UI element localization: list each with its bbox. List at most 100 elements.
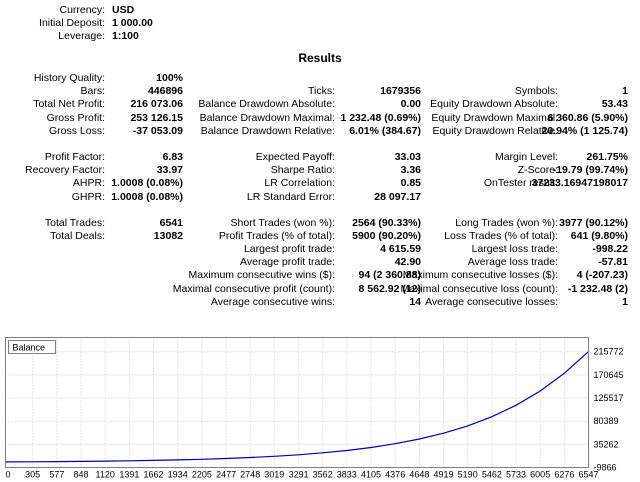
svg-text:6547: 6547	[578, 470, 598, 480]
svg-text:5733: 5733	[506, 470, 526, 480]
stats-table: History Quality: 100% Bars: 446896 Ticks: 167…	[0, 72, 628, 309]
stat-label: Maximal consecutive profit (count):	[172, 282, 335, 295]
stat-label: Sharpe Ratio:	[270, 164, 335, 177]
stat-value: 0.85	[400, 177, 421, 190]
svg-text:2477: 2477	[216, 470, 236, 480]
stat-label: Total Net Profit:	[33, 98, 105, 111]
stat-label: Equity Drawdown Absolute:	[430, 98, 558, 111]
stat-value: -1 232.48 (2)	[567, 282, 628, 295]
stat-value: 1.0008 (0.08%)	[111, 177, 183, 190]
initial-deposit-label: Initial Deposit:	[39, 17, 105, 29]
stat-value: 42.90	[394, 256, 421, 269]
stat-value: 37233.16947198017	[531, 177, 628, 190]
stat-value: -37 053.09	[132, 124, 183, 137]
svg-text:5190: 5190	[458, 470, 478, 480]
stat-label: Largest loss trade:	[471, 243, 558, 256]
stat-value: 5900 (90.20%)	[352, 229, 421, 242]
svg-text:215772: 215772	[594, 347, 624, 357]
svg-text:4648: 4648	[409, 470, 429, 480]
stat-row: Total Net Profit: 216 073.06 Balance Drawd…	[0, 98, 628, 111]
stat-value: 641 (9.80%)	[570, 229, 628, 242]
stat-label: Balance Drawdown Relative:	[200, 124, 335, 137]
svg-text:6276: 6276	[554, 470, 574, 480]
stat-row: GHPR: 1.0008 (0.08%) LR Standard Error: 28 …	[0, 191, 628, 204]
svg-text:3562: 3562	[313, 470, 333, 480]
svg-text:848: 848	[73, 470, 88, 480]
svg-text:2748: 2748	[240, 470, 260, 480]
stat-value: 14	[409, 295, 421, 308]
svg-text:170645: 170645	[594, 370, 624, 380]
stat-row: Recovery Factor: 33.97 Sharpe Ratio: 3.36 Z-…	[0, 164, 628, 177]
stat-label: GHPR:	[71, 190, 105, 203]
stat-value: -998.22	[592, 243, 628, 256]
svg-text:577: 577	[49, 470, 64, 480]
stat-row: Average consecutive wins: 14 Average conse…	[0, 296, 628, 309]
stat-value: 6541	[159, 216, 183, 229]
stat-value: 53.43	[601, 98, 628, 111]
stat-label: Short Trades (won %):	[230, 216, 335, 229]
stat-label: Profit Factor:	[44, 150, 105, 163]
stat-label: Gross Profit:	[46, 111, 105, 124]
leverage-label: Leverage:	[58, 30, 105, 42]
stat-value: 4 615.59	[380, 243, 421, 256]
stat-value: 261.75%	[586, 150, 628, 163]
currency-label: Currency:	[59, 4, 105, 16]
stat-label: Balance Drawdown Maximal:	[199, 111, 335, 124]
stat-value: 1 232.48 (0.69%)	[340, 111, 421, 124]
stat-row: Profit Factor: 6.83 Expected Payoff: 33.03 M…	[0, 151, 628, 164]
stat-label: Long Trades (won %):	[455, 216, 558, 229]
stat-row: Total Deals: 13082 Profit Trades (% of tot…	[0, 230, 628, 243]
stat-label: Maximal consecutive loss (count):	[400, 282, 558, 295]
input-params: Currency: USD Initial Deposit: 1 000.00 …	[0, 4, 640, 43]
svg-text:Balance: Balance	[13, 343, 46, 353]
stat-row: Gross Profit: 253 126.15 Balance Drawdown …	[0, 112, 628, 125]
stat-row: Bars: 446896 Ticks: 1679356 Symbols: 1	[0, 85, 628, 98]
stat-label: Maximum consecutive wins ($):	[188, 269, 335, 282]
stat-value: 13082	[153, 229, 183, 242]
svg-text:35262: 35262	[594, 439, 619, 449]
stat-label: Symbols:	[514, 85, 558, 98]
stat-value: 1679356	[380, 85, 421, 98]
svg-text:5462: 5462	[482, 470, 502, 480]
stat-value: 8 562.92 (12)	[358, 282, 421, 295]
stat-label: Average consecutive wins:	[210, 295, 335, 308]
results-title: Results	[298, 51, 342, 65]
svg-text:6005: 6005	[530, 470, 550, 480]
svg-text:1120: 1120	[96, 470, 115, 480]
balance-chart-svg: Balance 215772 170645 125517 80389 35262 -9866…	[5, 337, 624, 480]
svg-text:125517: 125517	[594, 393, 624, 403]
leverage-value: 1:100	[112, 30, 139, 42]
svg-text:1662: 1662	[143, 470, 163, 480]
stat-value: 20.94% (1 125.74)	[541, 124, 628, 137]
stat-value: -19.79 (99.74%)	[552, 164, 628, 177]
svg-text:3019: 3019	[264, 470, 284, 480]
stat-label: Total Deals:	[50, 229, 105, 242]
svg-text:1934: 1934	[168, 470, 188, 480]
svg-text:80389: 80389	[594, 416, 619, 426]
param-row-leverage: Leverage: 1:100	[0, 30, 640, 43]
stat-label: Expected Payoff:	[255, 150, 335, 163]
stat-row: Largest profit trade: 4 615.59 Largest los…	[0, 243, 628, 256]
stat-label: Maximum consecutive losses ($):	[402, 269, 558, 282]
stat-value: 0.00	[400, 98, 421, 111]
svg-text:3833: 3833	[337, 470, 357, 480]
stat-value: 28 097.17	[374, 190, 421, 203]
stat-label: Loss Trades (% of total):	[444, 229, 558, 242]
stat-label: Margin Level:	[494, 150, 558, 163]
stat-value: 4 (-207.23)	[576, 269, 628, 282]
svg-text:4105: 4105	[361, 470, 381, 480]
stat-label: Average loss trade:	[467, 256, 558, 269]
stat-value: 1	[622, 295, 628, 308]
stat-row: Total Trades: 6541 Short Trades (won %): 25…	[0, 217, 628, 230]
stat-value: -57.81	[598, 256, 628, 269]
svg-text:0: 0	[6, 470, 11, 480]
stat-value: 33.03	[394, 150, 421, 163]
stat-label: Average consecutive losses:	[425, 295, 558, 308]
stat-label: Equity Drawdown Maximal:	[431, 111, 558, 124]
stat-label: Gross Loss:	[48, 124, 105, 137]
svg-text:-9866: -9866	[594, 463, 617, 473]
stat-label: Profit Trades (% of total):	[218, 229, 335, 242]
stat-value: 253 126.15	[130, 111, 183, 124]
stat-value: 2564 (90.33%)	[352, 216, 421, 229]
stat-value: 216 073.06	[130, 98, 183, 111]
